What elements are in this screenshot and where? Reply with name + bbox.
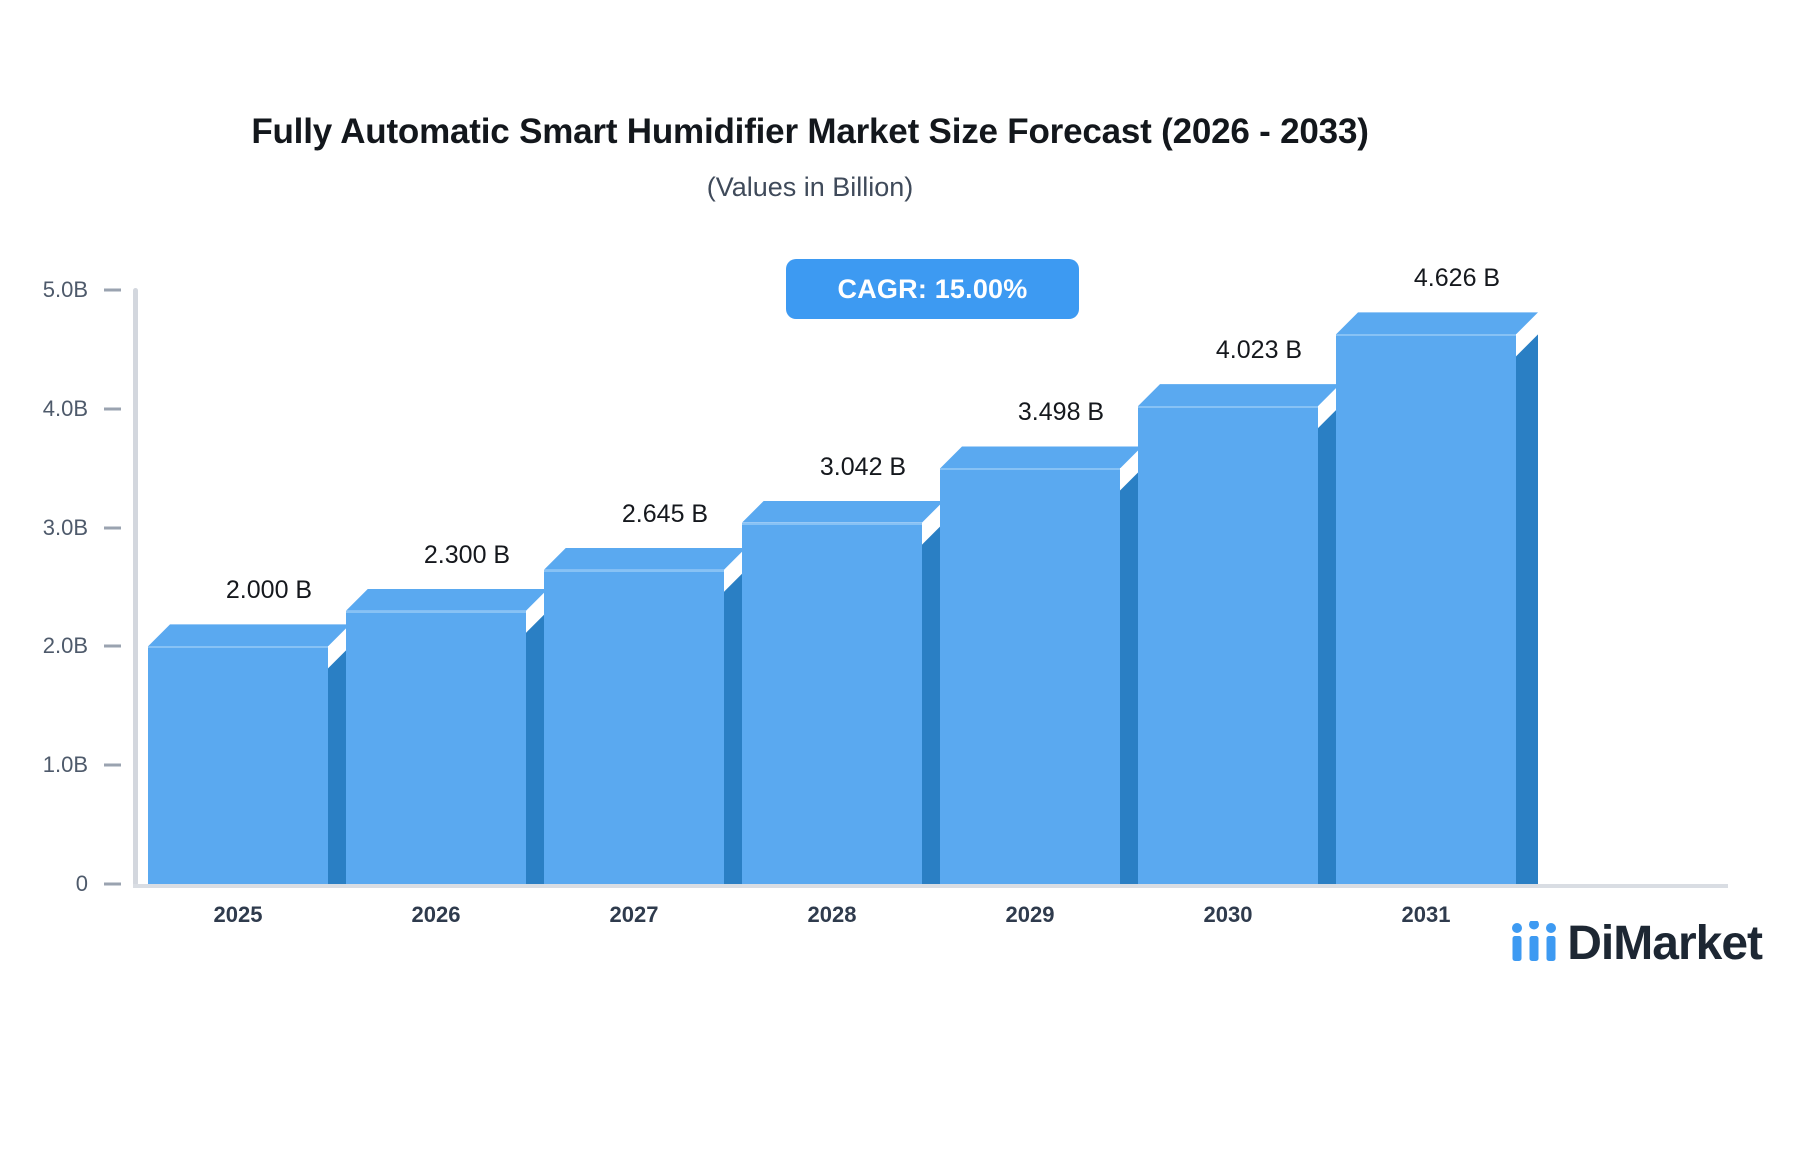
y-axis-tick-mark	[104, 526, 121, 530]
y-axis-tick-label: 3.0B	[42, 514, 88, 540]
bar-front-face	[940, 468, 1120, 884]
cagr-badge-label: CAGR: 15.00%	[837, 273, 1028, 304]
bar-front-face	[1138, 406, 1318, 884]
bar-side-face	[724, 569, 746, 884]
bar-front-face	[346, 610, 526, 884]
y-axis-tick-mark	[104, 288, 121, 292]
bar[interactable]	[742, 500, 944, 884]
bar-front-face	[742, 522, 922, 884]
bar-top-face	[1336, 312, 1538, 335]
bar[interactable]	[544, 547, 746, 884]
bar-side-face	[526, 610, 548, 884]
bar-side-face	[328, 646, 350, 884]
bar-front-face	[148, 646, 328, 884]
y-axis-tick-label: 5.0B	[42, 277, 88, 302]
x-axis-line	[133, 884, 1728, 888]
bar-chart-icon	[1511, 919, 1557, 966]
x-axis-tick-label: 2025	[213, 902, 263, 927]
brand-logo: DiMarket	[1511, 916, 1763, 971]
brand-name: DiMarket	[1567, 917, 1763, 970]
y-axis-tick-label: 1.0B	[42, 752, 88, 778]
x-axis-tick-label: 2029	[1005, 902, 1055, 927]
bar-front-face	[1336, 334, 1516, 884]
y-axis-tick-mark	[104, 763, 121, 767]
bar-top-face	[346, 588, 548, 611]
bar-top-face	[148, 624, 350, 647]
y-axis-line	[133, 288, 138, 886]
y-axis-tick-label: 2.0B	[42, 633, 88, 659]
y-axis-tick-label: 4.0B	[42, 395, 88, 421]
bar-top-face	[1138, 384, 1340, 407]
cagr-badge: CAGR: 15.00%	[786, 259, 1079, 319]
bar-front-face	[544, 569, 724, 884]
bar-top-face	[742, 500, 944, 523]
bar-side-face	[1318, 406, 1340, 884]
bar[interactable]	[940, 446, 1142, 884]
x-axis-tick-label: 2027	[609, 902, 659, 927]
y-axis-tick-mark	[104, 644, 121, 648]
bar-side-face	[1516, 334, 1538, 884]
x-axis-tick-label: 2030	[1203, 902, 1253, 927]
bar-value-label: 3.042 B	[819, 452, 907, 481]
page-title: Fully Automatic Smart Humidifier Market …	[251, 112, 1369, 151]
bar-side-face	[922, 522, 944, 884]
bar-value-label: 2.300 B	[423, 540, 511, 569]
bar-value-label: 4.626 B	[1413, 264, 1501, 293]
y-axis-tick-mark	[104, 407, 121, 411]
bar[interactable]	[1336, 312, 1538, 884]
bar[interactable]	[148, 624, 350, 884]
y-axis-tick-mark	[104, 882, 121, 886]
bar-value-label: 2.645 B	[621, 499, 709, 528]
bar[interactable]	[1138, 384, 1340, 884]
x-axis-tick-label: 2026	[411, 902, 461, 927]
y-axis-tick-label: 0	[75, 871, 88, 896]
x-axis-tick-label: 2031	[1401, 902, 1451, 927]
bar-top-face	[544, 547, 746, 570]
bar-value-label: 2.000 B	[225, 576, 313, 605]
bar-side-face	[1120, 468, 1142, 884]
chart-subtitle: (Values in Billion)	[706, 172, 914, 202]
bar[interactable]	[346, 588, 548, 884]
bar-value-label: 4.023 B	[1215, 336, 1303, 365]
bar-value-label: 3.498 B	[1017, 398, 1105, 427]
x-axis-tick-label: 2028	[807, 902, 857, 927]
bar-top-face	[940, 446, 1142, 469]
